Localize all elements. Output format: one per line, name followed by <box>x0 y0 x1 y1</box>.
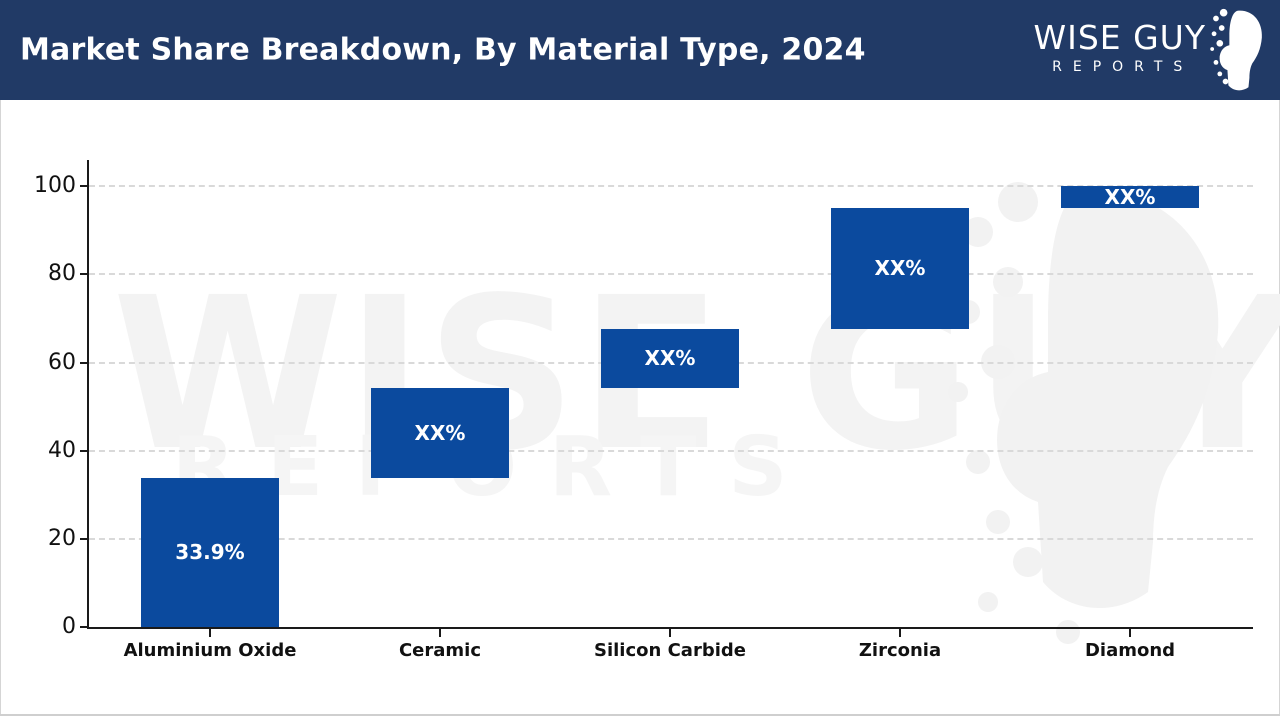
y-tick <box>80 537 88 540</box>
bar-silicon-carbide: XX% <box>601 328 739 389</box>
x-category-label: Aluminium Oxide <box>123 640 297 661</box>
y-tick-label: 20 <box>48 525 76 551</box>
x-category-label: Zirconia <box>858 640 942 661</box>
grid-line <box>89 449 1253 452</box>
y-tick-label: 60 <box>48 349 76 375</box>
x-tick <box>669 629 671 637</box>
bar-value-label: 33.9% <box>175 540 245 565</box>
page-title: Market Share Breakdown, By Material Type… <box>20 32 866 68</box>
x-category-label: Ceramic <box>398 640 482 661</box>
y-tick <box>80 361 88 364</box>
y-tick <box>80 626 88 628</box>
brand-name: WISE GUY <box>1033 18 1206 57</box>
bar-zirconia: XX% <box>831 207 969 329</box>
page-border-bottom <box>0 714 1280 716</box>
header-bar: Market Share Breakdown, By Material Type… <box>0 0 1280 100</box>
y-axis-line <box>87 160 89 629</box>
brand-logo: WISE GUY REPORTS <box>1033 18 1206 75</box>
bar-aluminium-oxide: 33.9% <box>141 477 279 627</box>
grid-line <box>89 185 1253 188</box>
plot-area: 0 20 40 60 80 100 33.9% Aluminium Oxide XX% Ceram… <box>0 100 1280 716</box>
bar-value-label: XX% <box>644 346 696 371</box>
y-tick-label: 40 <box>48 437 76 463</box>
page-border-left <box>0 100 1 716</box>
y-tick-label: 80 <box>48 261 76 287</box>
bar-ceramic: XX% <box>371 388 509 478</box>
bar-diamond: XX% <box>1061 185 1199 210</box>
x-axis-line <box>87 627 1253 629</box>
bar-value-label: XX% <box>874 256 926 281</box>
head-profile-logo-icon <box>1210 8 1262 91</box>
y-tick <box>80 273 88 276</box>
grid-line <box>89 273 1253 276</box>
brand-subname: REPORTS <box>1052 58 1194 75</box>
y-tick <box>80 185 88 188</box>
x-tick <box>899 629 901 637</box>
y-tick <box>80 449 88 452</box>
x-tick <box>209 629 211 637</box>
y-tick-label: 100 <box>34 173 76 199</box>
grid-line <box>89 537 1253 540</box>
y-tick-label: 0 <box>62 614 76 639</box>
x-category-label: Silicon Carbide <box>594 640 746 661</box>
x-category-label: Diamond <box>1084 640 1176 661</box>
x-tick <box>1129 629 1131 637</box>
x-tick <box>439 629 441 637</box>
bar-value-label: XX% <box>414 420 466 445</box>
bar-value-label: XX% <box>1104 185 1156 210</box>
